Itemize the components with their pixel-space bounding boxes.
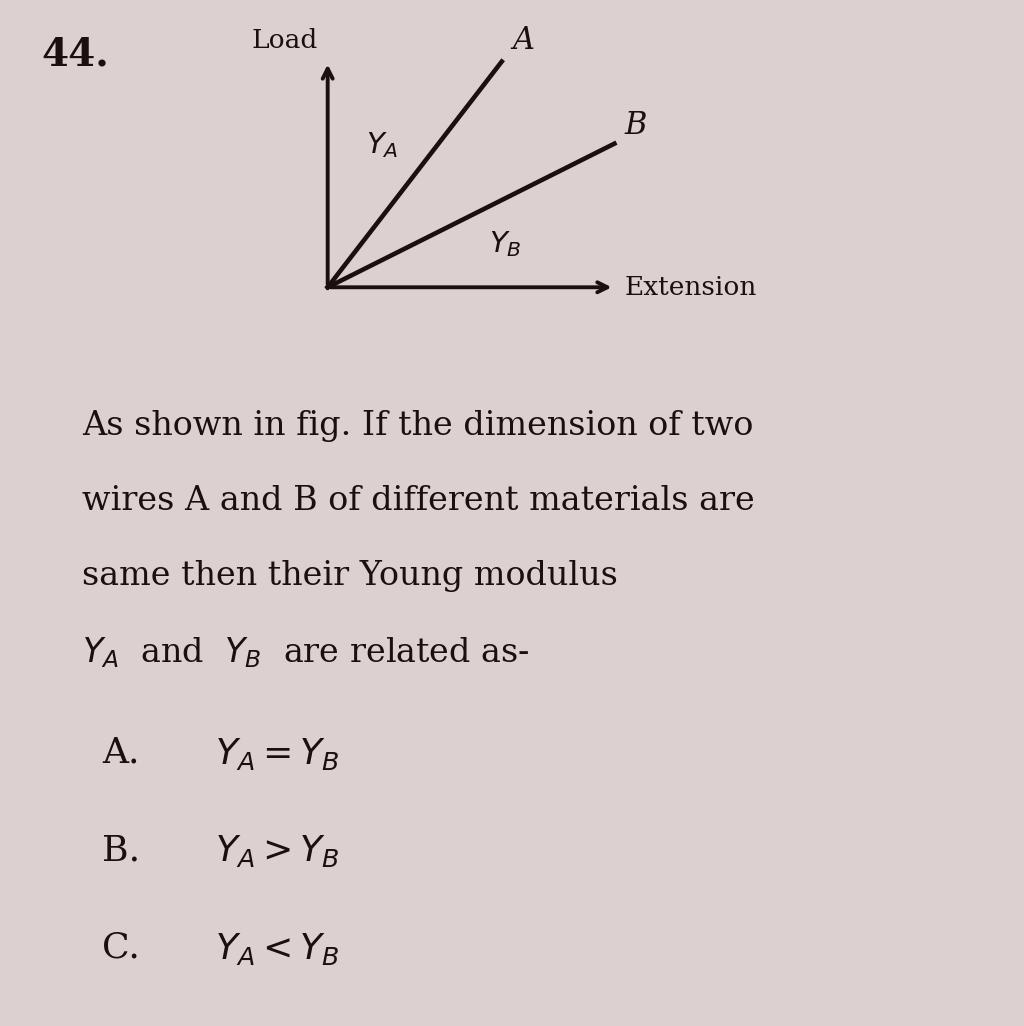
Text: B.: B. — [102, 833, 140, 867]
Text: $Y_B$: $Y_B$ — [489, 229, 521, 259]
Text: $Y_A < Y_B$: $Y_A < Y_B$ — [215, 931, 340, 966]
Text: $Y_A$  and  $Y_B$  are related as-: $Y_A$ and $Y_B$ are related as- — [82, 635, 529, 670]
Text: B: B — [625, 110, 647, 141]
Text: Extension: Extension — [625, 275, 757, 300]
Text: 44.: 44. — [41, 36, 109, 74]
Text: $Y_A$: $Y_A$ — [367, 130, 398, 160]
Text: Load: Load — [251, 29, 317, 53]
Text: wires A and B of different materials are: wires A and B of different materials are — [82, 485, 755, 517]
Text: $Y_A = Y_B$: $Y_A = Y_B$ — [215, 736, 340, 772]
Text: C.: C. — [102, 931, 140, 964]
Text: same then their Young modulus: same then their Young modulus — [82, 560, 617, 592]
Text: A: A — [512, 26, 534, 56]
Text: As shown in fig. If the dimension of two: As shown in fig. If the dimension of two — [82, 410, 754, 442]
Text: A.: A. — [102, 736, 140, 770]
Text: $Y_A > Y_B$: $Y_A > Y_B$ — [215, 833, 340, 869]
